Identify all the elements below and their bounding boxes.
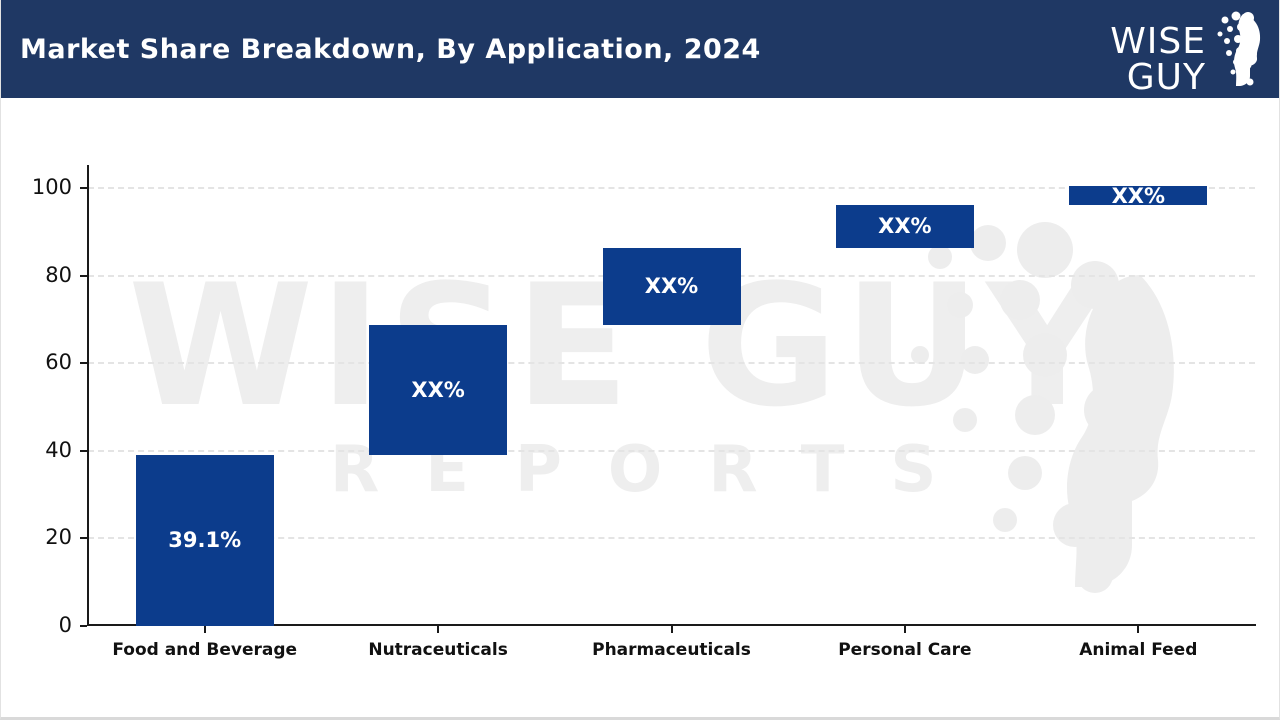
x-tick-mark	[1137, 626, 1140, 633]
bar-value-label: XX%	[878, 214, 932, 239]
y-tick-label: 60	[45, 350, 72, 375]
y-axis-line	[87, 165, 89, 626]
x-category-label: Pharmaceuticals	[592, 640, 751, 660]
plot-area: 0 20 40 60 80 100 Food and Beverage Nutraceutic…	[0, 98, 1280, 718]
y-tick-mark	[80, 537, 87, 540]
logo-head-icon	[1217, 11, 1261, 86]
x-category-label: Animal Feed	[1079, 640, 1198, 660]
bar-animal-feed: XX%	[1069, 183, 1208, 208]
x-tick-mark	[670, 626, 673, 633]
x-tick-mark	[437, 626, 440, 633]
y-tick-mark	[80, 449, 87, 452]
x-tick-mark	[903, 626, 906, 633]
logo-wordmark-line1: WISE GUY	[1110, 21, 1206, 98]
page-title: Market Share Breakdown, By Application, …	[20, 33, 761, 65]
bar-value-label: 39.1%	[168, 528, 242, 553]
y-tick-label: 0	[58, 613, 72, 637]
gridline	[88, 187, 1255, 189]
x-tick-mark	[203, 626, 206, 633]
x-category-label: Food and Beverage	[112, 640, 298, 660]
gridline	[88, 362, 1255, 365]
bar-food-and-beverage: 39.1%	[135, 454, 274, 626]
y-tick-mark	[80, 625, 87, 627]
x-axis-line	[87, 624, 1256, 626]
bar-value-label: XX%	[411, 377, 465, 402]
y-tick-label: 80	[45, 262, 72, 287]
y-tick-label: 40	[45, 437, 72, 462]
logo-wordmark-line2: REPORTS	[1084, 99, 1206, 113]
bar-value-label: XX%	[644, 274, 699, 299]
x-category-label: Nutraceuticals	[368, 640, 508, 660]
bar-nutraceuticals: XX%	[369, 325, 508, 455]
y-tick-label: 100	[31, 175, 72, 199]
gridline	[88, 537, 1255, 540]
gridline	[88, 449, 1255, 452]
y-tick-mark	[80, 362, 87, 365]
y-tick-label: 20	[45, 525, 72, 550]
y-tick-mark	[80, 187, 87, 189]
x-category-label: Personal Care	[838, 640, 972, 660]
bar-personal-care: XX%	[835, 205, 974, 248]
brand-logo: WISE GUY REPORTS	[1024, 6, 1264, 113]
watermark-head-icon	[911, 222, 1174, 593]
bar-pharmaceuticals: XX%	[602, 247, 741, 326]
y-tick-mark	[80, 274, 87, 277]
bar-value-label: XX%	[1111, 183, 1166, 208]
header-bar: Market Share Breakdown, By Application, …	[0, 0, 1280, 113]
logo-wordmark: WISE GUY REPORTS	[1024, 21, 1206, 114]
